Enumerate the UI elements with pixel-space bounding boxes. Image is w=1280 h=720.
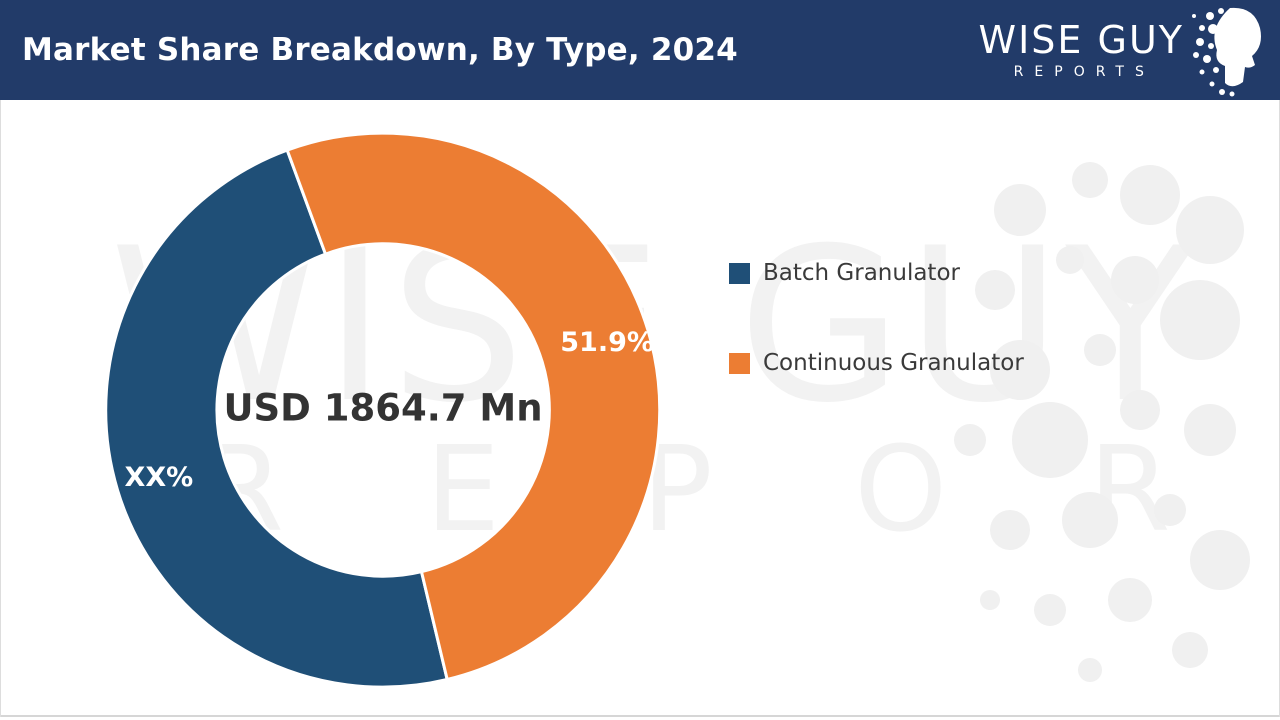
legend-item: Continuous Granulator — [729, 349, 1024, 376]
page-title: Market Share Breakdown, By Type, 2024 — [22, 32, 738, 68]
watermark-face-icon — [954, 162, 1250, 682]
legend-label: Continuous Granulator — [763, 349, 1024, 376]
brand-face-icon — [1192, 7, 1261, 97]
brand-tagline: REPORTS — [1013, 63, 1155, 80]
legend-swatch-icon — [729, 352, 750, 374]
brand-name: WISE GUY — [978, 17, 1184, 62]
donut-svg: XX% 51.9% — [104, 131, 662, 689]
left-border-line — [0, 100, 1, 717]
legend-label: Batch Granulator — [763, 259, 960, 286]
donut-chart: XX% 51.9% USD 1864.7 Mn — [103, 130, 663, 690]
legend: Batch Granulator Continuous Granulator — [729, 259, 1024, 376]
donut-segment-0 — [104, 148, 449, 689]
segment-label-1: 51.9% — [560, 327, 654, 358]
legend-swatch-icon — [729, 262, 750, 284]
brand-logo: WISE GUY REPORTS — [979, 0, 1266, 100]
segment-label-0: XX% — [125, 462, 194, 493]
chart-area: WISE GUY R E P O R T S XX%51.9% USD 1864… — [0, 100, 1280, 720]
brand-logo-text: WISE GUY REPORTS — [979, 21, 1184, 80]
legend-item: Batch Granulator — [729, 259, 1024, 286]
chart-center-value: USD 1864.7 Mn — [223, 386, 543, 430]
header-bar: Market Share Breakdown, By Type, 2024 WI… — [0, 0, 1280, 100]
bottom-border-line — [0, 715, 1280, 717]
donut-segment-1 — [285, 131, 662, 681]
